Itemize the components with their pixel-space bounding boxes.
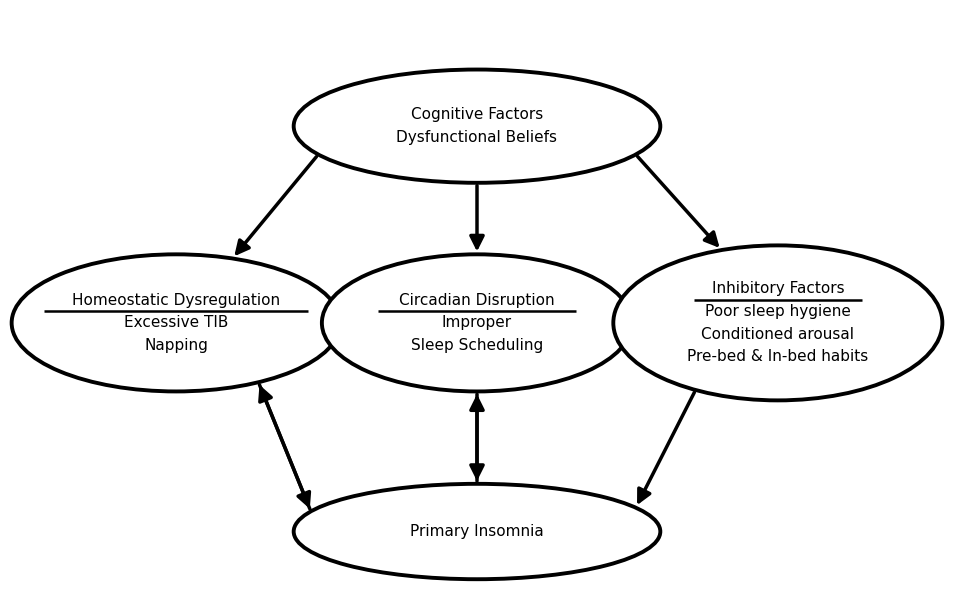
Text: Pre-bed & In-bed habits: Pre-bed & In-bed habits — [686, 350, 867, 364]
Text: Cognitive Factors: Cognitive Factors — [411, 107, 542, 123]
Text: Primary Insomnia: Primary Insomnia — [410, 524, 543, 539]
Text: Circadian Disruption: Circadian Disruption — [398, 293, 555, 307]
Text: Conditioned arousal: Conditioned arousal — [700, 327, 854, 342]
Text: Improper: Improper — [441, 315, 512, 331]
Text: Napping: Napping — [144, 338, 208, 353]
Text: Poor sleep hygiene: Poor sleep hygiene — [704, 304, 850, 319]
Ellipse shape — [294, 484, 659, 580]
Ellipse shape — [294, 70, 659, 183]
Text: Inhibitory Factors: Inhibitory Factors — [711, 281, 843, 296]
Ellipse shape — [11, 254, 340, 392]
Text: Excessive TIB: Excessive TIB — [124, 315, 228, 331]
Text: Sleep Scheduling: Sleep Scheduling — [411, 338, 542, 353]
Text: Dysfunctional Beliefs: Dysfunctional Beliefs — [396, 130, 557, 145]
Ellipse shape — [613, 245, 942, 400]
Ellipse shape — [321, 254, 632, 392]
Text: Homeostatic Dysregulation: Homeostatic Dysregulation — [72, 293, 280, 307]
